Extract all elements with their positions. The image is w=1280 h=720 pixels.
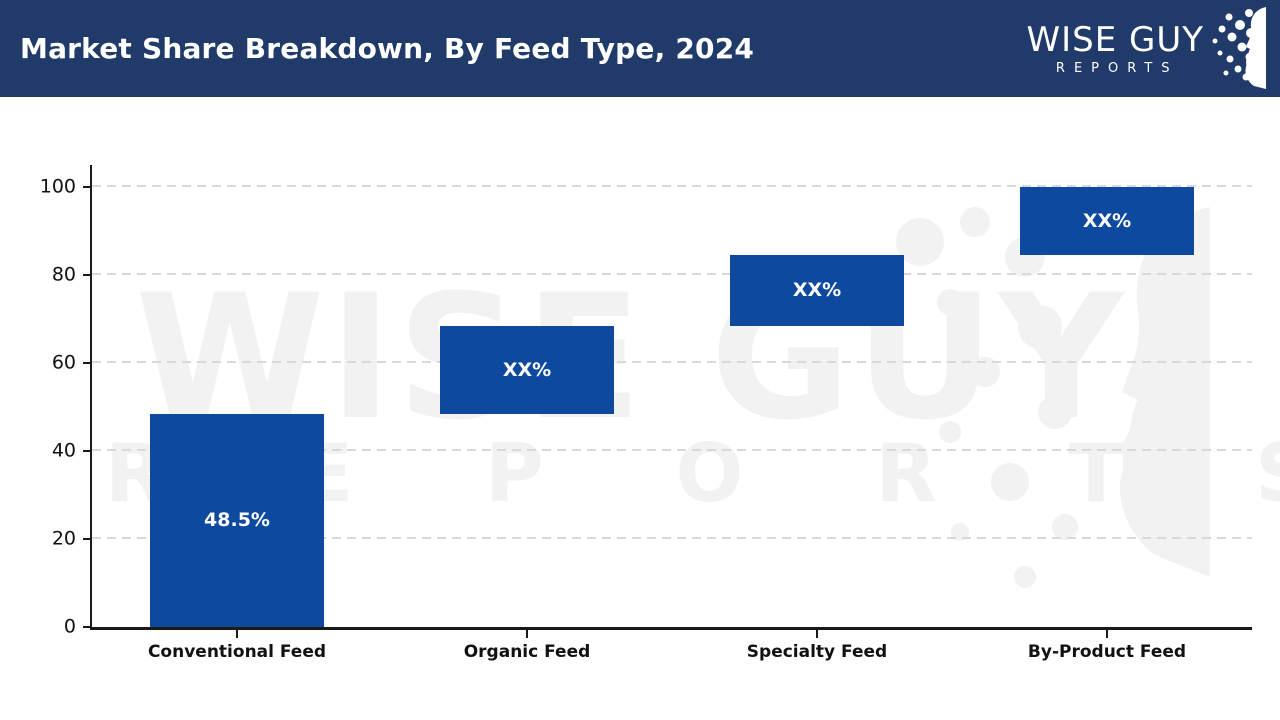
y-tick-label-40: 40	[51, 439, 76, 462]
y-tick-label-0: 0	[63, 615, 76, 638]
gridline-y-20	[92, 537, 1252, 539]
bar-value-label-conventional-feed: 48.5%	[204, 509, 270, 532]
logo-title-text: WISE GUY	[1026, 19, 1204, 60]
bar-conventional-feed: 48.5%	[150, 413, 324, 627]
chart-area: WISE GUY R E P O R T S 0 20 40 60 80 100 48.5%…	[0, 97, 1280, 720]
y-tick-mark-20	[83, 538, 92, 540]
gridline-y-100	[92, 185, 1252, 187]
header: Market Share Breakdown, By Feed Type, 20…	[0, 0, 1280, 97]
logo-subtitle-text: REPORTS	[1055, 60, 1179, 76]
bar-organic-feed: XX%	[440, 325, 614, 414]
plot-area: 0 20 40 60 80 100 48.5% Conventional Feed XX% Org…	[40, 165, 1252, 662]
page-title: Market Share Breakdown, By Feed Type, 20…	[20, 32, 755, 65]
logo-face-icon	[1212, 7, 1266, 89]
wise-guy-reports-logo: WISE GUY REPORTS	[1026, 4, 1266, 94]
x-tick-mark-organic-feed	[526, 630, 528, 638]
y-tick-label-60: 60	[51, 351, 76, 374]
y-tick-label-80: 80	[51, 263, 76, 286]
bar-specialty-feed: XX%	[730, 255, 904, 326]
x-tick-label-specialty-feed: Specialty Feed	[746, 642, 888, 662]
bar-value-label-organic-feed: XX%	[502, 358, 552, 381]
y-tick-mark-100	[83, 186, 92, 188]
y-tick-mark-60	[83, 362, 92, 364]
y-tick-label-20: 20	[51, 527, 76, 550]
gridline-y-60	[92, 361, 1252, 363]
gridline-y-80	[92, 273, 1252, 275]
y-tick-label-100: 100	[39, 175, 76, 198]
logo-wordmark: WISE GUY REPORTS	[1026, 23, 1204, 76]
x-tick-label-conventional-feed: Conventional Feed	[147, 642, 327, 662]
y-tick-mark-40	[83, 450, 92, 452]
x-tick-label-organic-feed: Organic Feed	[463, 642, 591, 662]
x-tick-mark-specialty-feed	[816, 630, 818, 638]
gridline-y-40	[92, 449, 1252, 451]
bar-value-label-by-product-feed: XX%	[1082, 210, 1132, 233]
y-tick-mark-80	[83, 274, 92, 276]
x-tick-mark-conventional-feed	[236, 630, 238, 638]
x-tick-mark-by-product-feed	[1106, 630, 1108, 638]
bar-value-label-specialty-feed: XX%	[792, 279, 842, 302]
bar-by-product-feed: XX%	[1020, 187, 1194, 256]
x-tick-label-by-product-feed: By-Product Feed	[1027, 642, 1187, 662]
y-tick-mark-0	[83, 626, 92, 628]
